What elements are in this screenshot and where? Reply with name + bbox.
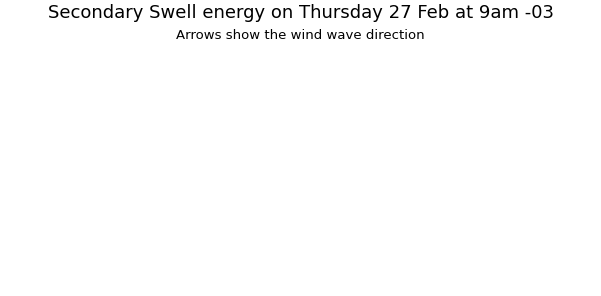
Text: Secondary Swell energy on Thursday 27 Feb at 9am -03: Secondary Swell energy on Thursday 27 Fe… (47, 4, 554, 22)
Text: Arrows show the wind wave direction: Arrows show the wind wave direction (176, 29, 425, 42)
